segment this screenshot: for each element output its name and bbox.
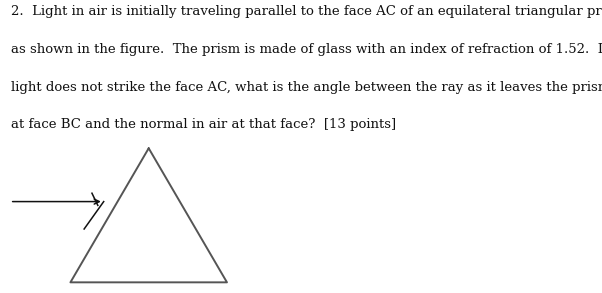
Text: light does not strike the face AC, what is the angle between the ray as it leave: light does not strike the face AC, what … [11, 81, 602, 93]
Text: at face BC and the normal in air at that face?  [13 points]: at face BC and the normal in air at that… [11, 118, 396, 132]
Text: 2.  Light in air is initially traveling parallel to the face AC of an equilatera: 2. Light in air is initially traveling p… [11, 5, 602, 18]
Text: as shown in the figure.  The prism is made of glass with an index of refraction : as shown in the figure. The prism is mad… [11, 43, 602, 56]
